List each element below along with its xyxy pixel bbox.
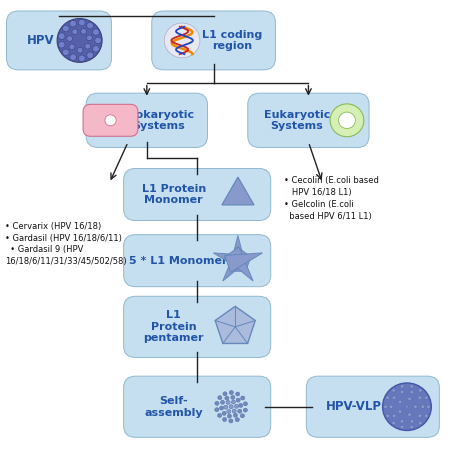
Circle shape [220, 400, 225, 404]
Circle shape [401, 385, 404, 388]
Circle shape [243, 408, 247, 412]
Circle shape [57, 18, 102, 62]
Circle shape [92, 29, 99, 36]
Circle shape [410, 385, 413, 388]
Circle shape [398, 400, 402, 403]
Circle shape [70, 20, 76, 27]
Text: 5 * L1 Monomer: 5 * L1 Monomer [129, 255, 228, 266]
Circle shape [243, 402, 247, 406]
Circle shape [231, 400, 236, 404]
Circle shape [392, 396, 396, 399]
FancyBboxPatch shape [306, 376, 439, 438]
Circle shape [410, 420, 413, 423]
Circle shape [383, 383, 431, 431]
Circle shape [105, 115, 116, 126]
Circle shape [79, 19, 85, 26]
Circle shape [164, 23, 200, 58]
Circle shape [410, 426, 413, 429]
Circle shape [229, 390, 233, 395]
Circle shape [406, 406, 408, 408]
Circle shape [224, 405, 228, 409]
Circle shape [418, 396, 421, 399]
Circle shape [229, 419, 233, 423]
Circle shape [67, 36, 73, 42]
Text: Self-
assembly: Self- assembly [145, 396, 203, 418]
FancyBboxPatch shape [248, 93, 369, 147]
Circle shape [338, 112, 356, 128]
Circle shape [227, 409, 231, 413]
Circle shape [70, 54, 76, 61]
Circle shape [419, 421, 422, 425]
Polygon shape [213, 253, 251, 273]
Circle shape [77, 48, 83, 53]
Circle shape [231, 395, 235, 399]
Circle shape [229, 405, 233, 409]
Text: Prokaryotic
Systems: Prokaryotic Systems [122, 109, 195, 131]
Circle shape [215, 401, 219, 405]
Circle shape [330, 104, 364, 137]
Circle shape [390, 405, 393, 408]
Circle shape [226, 401, 230, 404]
Circle shape [218, 413, 222, 418]
FancyBboxPatch shape [124, 376, 271, 438]
FancyBboxPatch shape [7, 11, 111, 70]
Circle shape [87, 22, 93, 29]
Polygon shape [225, 253, 263, 273]
Circle shape [410, 390, 413, 394]
Circle shape [401, 426, 404, 429]
Circle shape [222, 418, 227, 421]
Circle shape [233, 413, 237, 417]
FancyBboxPatch shape [124, 296, 271, 358]
Circle shape [225, 396, 229, 400]
Circle shape [408, 397, 411, 401]
Circle shape [58, 42, 65, 48]
Circle shape [228, 414, 231, 418]
Circle shape [235, 418, 239, 422]
Circle shape [408, 413, 411, 416]
Circle shape [232, 409, 236, 413]
Circle shape [240, 414, 245, 418]
Circle shape [419, 389, 422, 392]
Circle shape [215, 407, 219, 412]
Circle shape [384, 405, 387, 408]
Circle shape [421, 405, 425, 408]
Polygon shape [229, 236, 247, 271]
Text: HPV: HPV [27, 34, 54, 47]
Polygon shape [223, 247, 252, 281]
Circle shape [87, 52, 93, 59]
Circle shape [81, 29, 87, 34]
Circle shape [222, 411, 226, 415]
Circle shape [386, 414, 389, 418]
Polygon shape [224, 247, 253, 281]
Circle shape [72, 29, 78, 35]
Circle shape [63, 49, 69, 55]
Circle shape [79, 55, 85, 61]
Text: Eukaryotic
Systems: Eukaryotic Systems [264, 109, 330, 131]
Circle shape [392, 421, 395, 425]
Circle shape [401, 420, 404, 423]
Circle shape [425, 414, 428, 418]
FancyBboxPatch shape [152, 11, 275, 70]
Circle shape [223, 392, 227, 396]
Circle shape [63, 25, 69, 32]
Circle shape [86, 35, 92, 41]
Circle shape [237, 409, 242, 413]
Circle shape [239, 403, 243, 407]
Circle shape [392, 389, 395, 392]
Circle shape [236, 398, 240, 402]
Circle shape [392, 414, 396, 418]
Circle shape [69, 44, 75, 50]
Text: • Cecolin (E.coli based
   HPV 16/18 L1)
• Gelcolin (E.coli
  based HPV 6/11 L1): • Cecolin (E.coli based HPV 16/18 L1) • … [284, 176, 379, 221]
Text: L1 coding
region: L1 coding region [202, 30, 263, 51]
Circle shape [241, 396, 245, 400]
Circle shape [235, 404, 238, 408]
Text: • Cervarix (HPV 16/18)
• Gardasil (HPV 16/18/6/11)
  • Gardasil 9 (HPV
16/18/6/1: • Cervarix (HPV 16/18) • Gardasil (HPV 1… [5, 222, 127, 266]
Text: L1
Protein
pentamer: L1 Protein pentamer [144, 310, 204, 343]
Circle shape [401, 390, 404, 394]
Circle shape [398, 410, 402, 413]
Circle shape [427, 405, 430, 408]
Circle shape [236, 392, 240, 396]
Circle shape [92, 45, 99, 52]
Circle shape [414, 405, 417, 408]
Polygon shape [215, 306, 255, 343]
